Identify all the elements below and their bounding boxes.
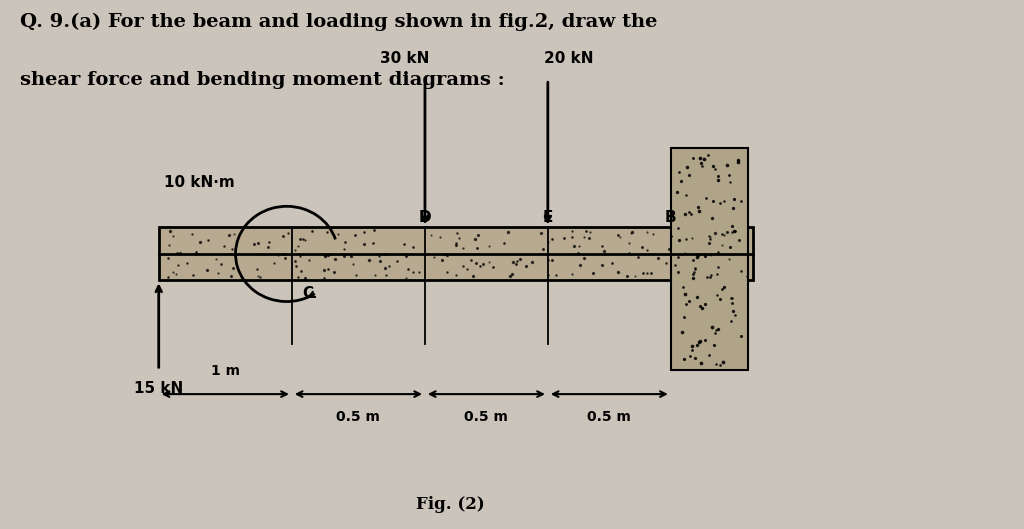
- Text: C: C: [302, 286, 313, 300]
- Text: D: D: [419, 210, 431, 225]
- Bar: [159, 227, 753, 280]
- Text: Q. 9.(a) For the beam and loading shown in fig.2, draw the: Q. 9.(a) For the beam and loading shown …: [20, 13, 657, 31]
- Text: 0.5 m: 0.5 m: [588, 410, 631, 424]
- Text: shear force and bending moment diagrams :: shear force and bending moment diagrams …: [20, 71, 505, 89]
- Text: 20 kN: 20 kN: [544, 51, 593, 66]
- Text: 0.5 m: 0.5 m: [465, 410, 508, 424]
- Text: 10 kN·m: 10 kN·m: [164, 176, 236, 190]
- Text: 0.5 m: 0.5 m: [337, 410, 380, 424]
- Text: E: E: [543, 210, 553, 225]
- Text: 1 m: 1 m: [211, 364, 240, 378]
- Text: 30 kN: 30 kN: [380, 51, 429, 66]
- Text: B: B: [665, 210, 677, 225]
- Bar: [671, 148, 748, 370]
- Text: 15 kN: 15 kN: [134, 381, 183, 396]
- Text: Fig. (2): Fig. (2): [416, 496, 485, 513]
